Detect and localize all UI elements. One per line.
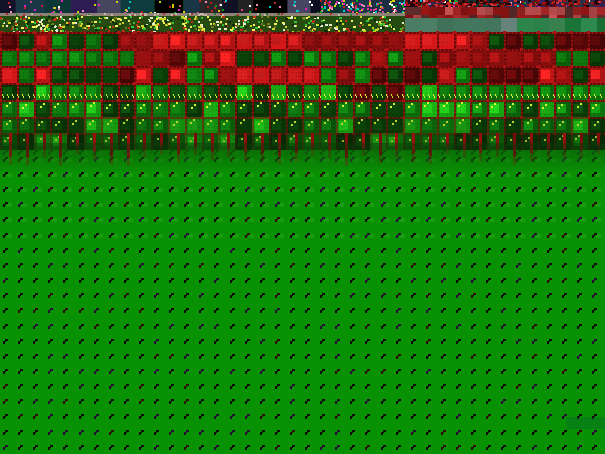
corrupted-game-frame — [0, 0, 605, 454]
glitch-canvas[interactable] — [0, 0, 605, 454]
